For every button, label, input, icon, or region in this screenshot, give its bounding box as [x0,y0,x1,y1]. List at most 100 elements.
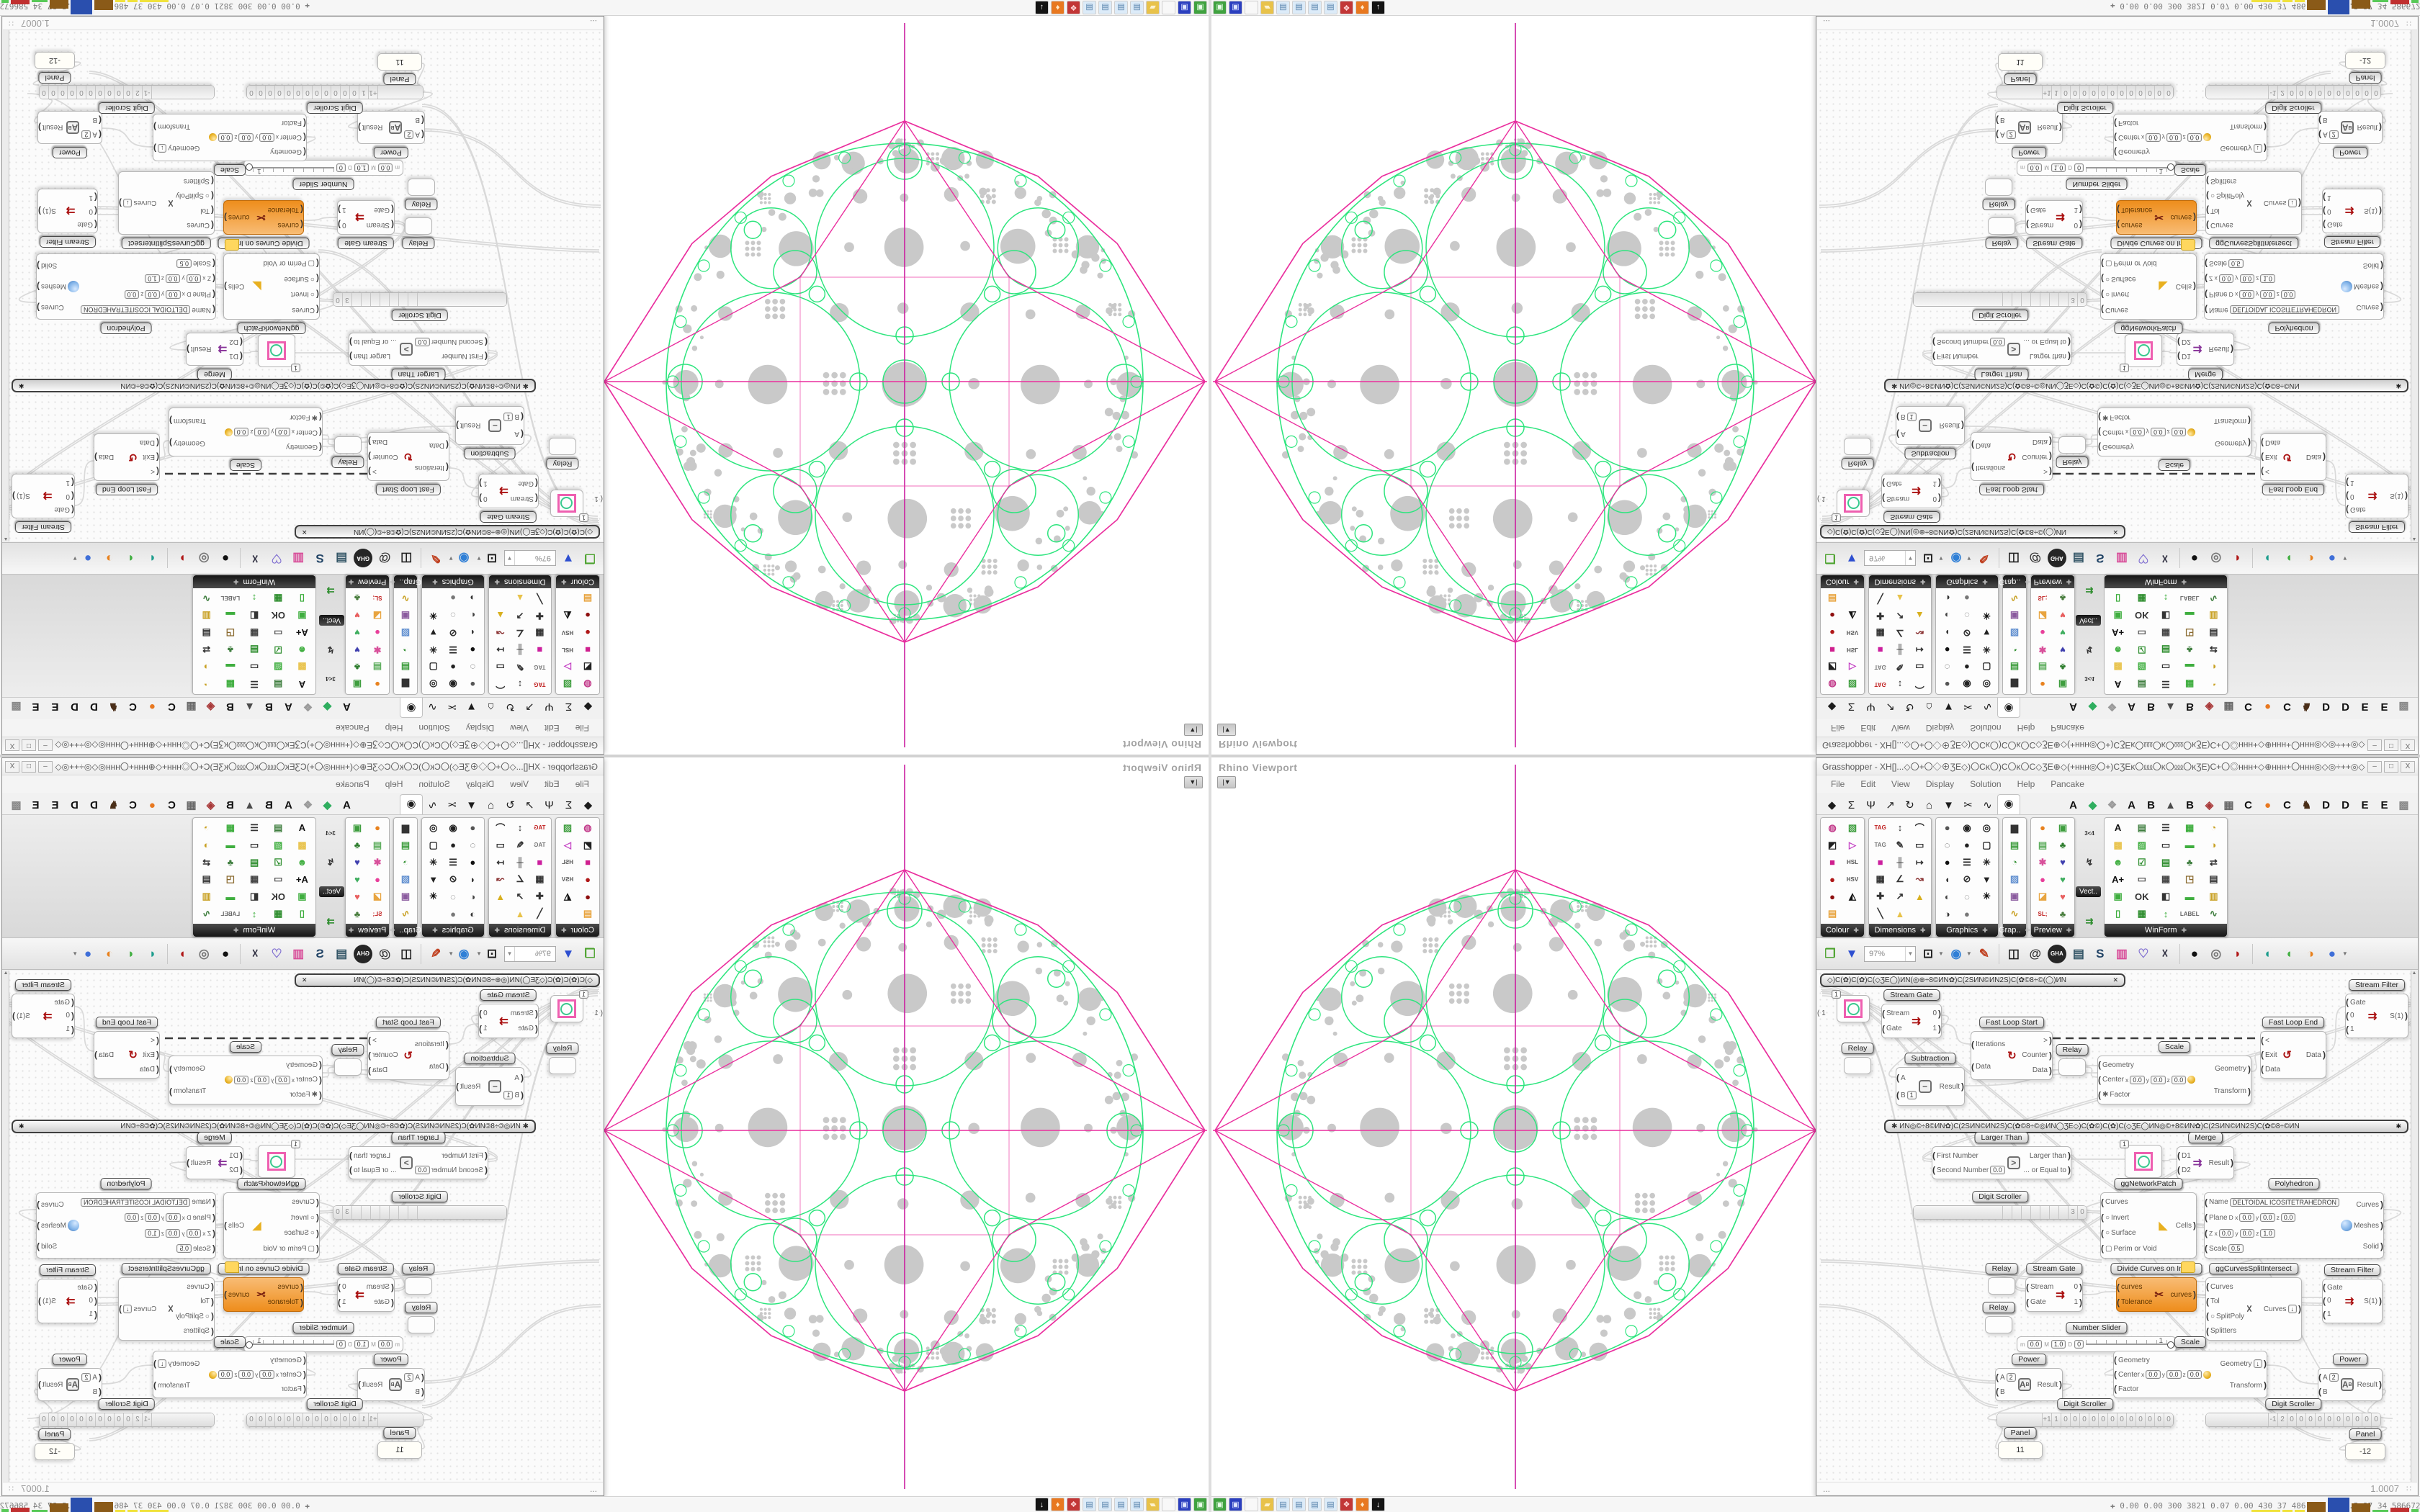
value-chip[interactable]: 0.0 [166,1213,181,1223]
plugin-tab-14[interactable]: D [2341,701,2349,713]
ball-blue-button[interactable]: ● [2328,552,2336,566]
component-icon[interactable]: ▤ [372,839,382,850]
digit-cells[interactable]: +1 1 0 0 0 0 0 0 0 0 0 0 0 0 [1997,86,2173,99]
preview-eye-button[interactable]: ◉ [458,552,470,566]
sketch-pen-button[interactable]: ✎ [431,946,442,960]
component-icon[interactable]: ♥ [354,644,360,655]
input-port[interactable]: (Factor [281,118,306,128]
input-port[interactable]: (Exit [143,1050,159,1060]
tab-mesh[interactable]: ▼ [466,799,477,811]
tab-sets[interactable]: Ψ [544,701,554,713]
component-icon[interactable]: ╲ [1877,908,1883,919]
component-icon[interactable]: ▭ [2161,839,2171,850]
component-icon[interactable]: ▣ [2009,610,2020,621]
component-icon[interactable]: ✎ [1896,839,1904,850]
menu-item-view[interactable]: View [510,779,529,789]
component-icon[interactable]: ▷ [564,839,571,850]
menu-item-display[interactable]: Display [1925,723,1955,733]
palette-label[interactable]: Colour ✚ [1821,924,1864,937]
component-icon[interactable]: HSV [1846,876,1859,883]
digit-scroller-label[interactable]: Digit Scroller [1972,310,2028,321]
component-icon[interactable]: ☑ [2137,644,2146,656]
component-icon[interactable]: ✳ [429,891,438,902]
jack-button[interactable]: ◫ [400,946,413,960]
component-icon[interactable]: ● [470,857,476,868]
tab-sets[interactable]: Ψ [544,799,554,811]
component-icon[interactable]: HSV [561,629,574,636]
output-port[interactable]: Cells) [224,282,245,292]
input-port[interactable]: (Geometry [2114,147,2150,157]
fast-loop-start-label[interactable]: Fast Loop Start [1979,1017,2044,1028]
input-port[interactable]: (Center x 0.0 y 0.0 z 0.0 [208,132,306,143]
digit-scroller-label[interactable]: Digit Scroller [307,102,363,114]
component-icon[interactable]: ▼ [429,627,439,639]
remote-at-button[interactable]: @ [2029,946,2042,960]
input-port[interactable]: (B [92,115,102,125]
menu-item-view[interactable]: View [510,723,529,733]
merge-label[interactable]: Merge [197,1132,232,1143]
subtraction-label[interactable]: Subtraction [464,1053,516,1064]
input-port[interactable]: (Geometry [270,147,306,157]
component-icon[interactable]: HSV [561,876,574,883]
value-chip[interactable]: 0.0 [2166,133,2182,142]
output-port[interactable]: S(1)) [12,491,30,501]
stream-gate-label[interactable]: Stream Gate [338,238,394,249]
divide-curves-on-intersects[interactable]: (curves(Tolerance ✂ curves) [223,1277,304,1312]
component-icon[interactable]: ↗ [516,610,524,621]
output-port[interactable]: 1) [479,478,488,489]
component-icon[interactable]: SL; [372,910,382,917]
input-port[interactable]: (Plane D x 0.0 y 0.0 z 0.0 [124,289,215,300]
menu-item-help[interactable]: Help [385,779,403,789]
panel-value[interactable]: -12 [2346,1444,2385,1459]
balloon-button[interactable]: ♡ [271,552,282,566]
component-icon[interactable]: ▩ [297,839,307,850]
input-port[interactable]: (1 [2323,192,2331,203]
fast-loop-start[interactable]: (Iterations(Data ↻ >) Counter) Data) [1971,432,2053,481]
input-port[interactable]: (Plane D x 0.0 y 0.0 z 0.0 [2205,289,2296,300]
component-icon[interactable]: ◩ [583,839,593,850]
plugin-tab-9[interactable]: C [168,701,176,713]
input-port[interactable]: (1 [66,477,74,488]
component-icon[interactable]: ▦ [274,593,283,604]
digit-cells[interactable]: -1 2 0 0 0 0 0 0 0 0 0 0 [2206,86,2380,99]
blank-icon[interactable] [1162,1,1175,14]
component-icon[interactable]: ▤ [2009,839,2020,850]
input-port[interactable]: (Tol [200,205,214,216]
digit-scroller-label[interactable]: Digit Scroller [307,1398,363,1410]
component-icon[interactable]: ▨ [2137,662,2146,673]
notepad-icon[interactable]: ▤ [1276,1498,1290,1511]
plugin-tab-13[interactable]: D [2322,701,2330,713]
number-slider[interactable]: m 0.0 M 1.0 D 0 1 [243,1336,403,1352]
stream-filter[interactable]: (Gate(0(1 ⇉ S(1)) [12,474,75,518]
fast-loop-end[interactable]: (<(Exit(Data ↺ Data) [94,1031,160,1079]
component-icon[interactable]: ▣ [400,610,411,621]
power-label[interactable]: Power [2333,147,2367,158]
tab-maths[interactable]: Σ [1847,701,1855,713]
tab-sets[interactable]: Ψ [1866,701,1876,713]
component-icon[interactable]: ● [470,644,476,655]
input-port[interactable]: (D1 [2177,351,2191,361]
relay-label[interactable]: Relay [402,1263,435,1274]
output-port[interactable]: Counter) [2022,1050,2052,1061]
component-icon[interactable]: ♥ [354,891,360,902]
input-port[interactable]: (A 2 [2318,130,2339,140]
input-port[interactable]: (○ Invert [2101,289,2130,300]
stream-filter[interactable]: (Gate(0(1 ⇉ S(1)) [2322,1279,2383,1323]
input-port[interactable]: (0 [2346,491,2354,502]
stream-gate-label[interactable]: Stream Gate [2026,238,2082,249]
output-port[interactable]: Curves ↓) [119,198,157,208]
output-port[interactable]: Data) [368,436,388,447]
canvas-scrollbar[interactable]: ▲ [3,971,9,1482]
value-chip[interactable]: 0.0 [2218,1228,2234,1238]
gg-curves-split-intersect[interactable]: (Curves(Tol(○ SplitPoly(Splitters ☓ Curves ↓… [2205,171,2302,235]
input-port[interactable]: (Data [139,438,159,448]
input-port[interactable]: (Gate [2323,219,2343,230]
component-icon[interactable]: ● [450,908,456,919]
input-port[interactable]: (Center x 0.0 y 0.0 z 0.0 [224,1075,322,1085]
plugin-tab-15[interactable]: E [2361,701,2369,713]
component-icon[interactable]: ⇉ [326,585,335,597]
blank-icon[interactable] [1162,1498,1175,1511]
jack-button[interactable]: ◫ [2007,552,2020,566]
